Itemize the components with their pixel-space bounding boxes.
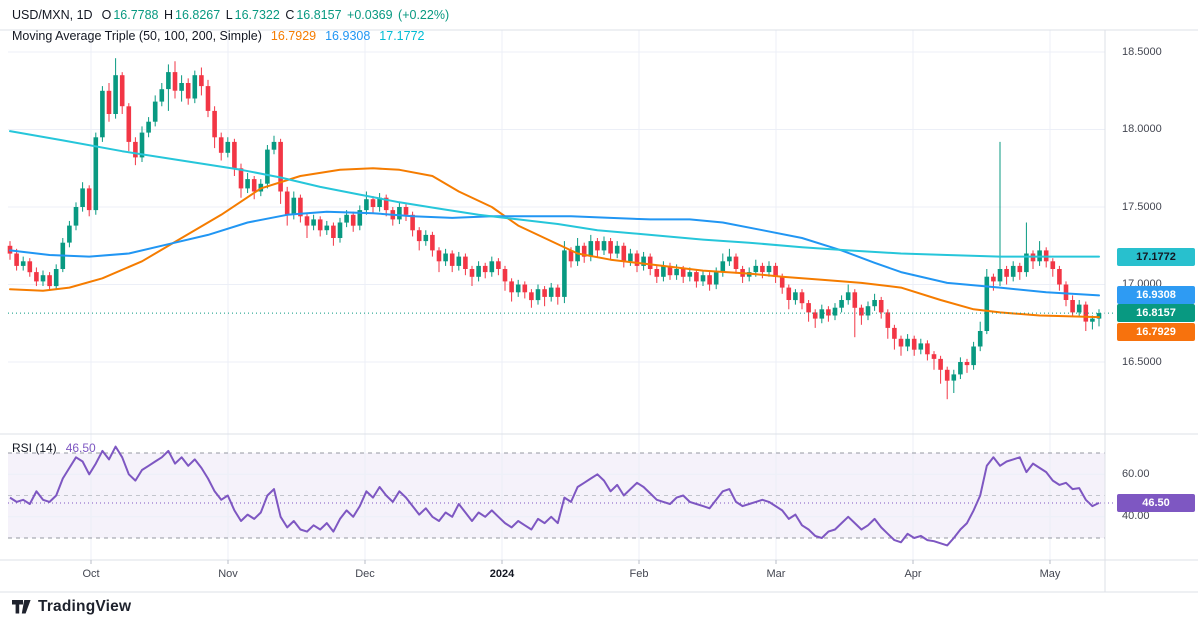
price-tick-label: 18.0000 — [1122, 123, 1162, 135]
rsi-indicator-legend-row[interactable]: RSI (14) 46.50 — [12, 441, 96, 455]
time-label-mar: Mar — [766, 568, 786, 580]
time-label-dec: Dec — [355, 568, 375, 580]
high-value: 16.8267 — [175, 8, 221, 22]
ohlc-values: O 16.7788 H 16.8267 L 16.7322 C 16.8157 +0.0… — [102, 8, 452, 22]
time-label-oct: Oct — [82, 568, 100, 580]
ma200-value: 17.1772 — [379, 29, 425, 43]
time-label-may: May — [1039, 568, 1061, 580]
open-value: 16.7788 — [113, 8, 159, 22]
tradingview-logo-text: TradingView — [38, 598, 132, 615]
price-tick-label: 17.5000 — [1122, 200, 1162, 213]
time-label-apr: Apr — [904, 568, 922, 580]
symbol-legend-row[interactable]: USD/MXN, 1D O 16.7788 H 16.8267 L 16.7322 C… — [12, 8, 451, 22]
symbol-title: USD/MXN, 1D — [12, 8, 93, 22]
ma100-value: 16.9308 — [325, 29, 371, 43]
close-value: 16.8157 — [296, 8, 342, 22]
price-tick-label: 16.5000 — [1122, 355, 1162, 368]
time-label-feb: Feb — [629, 568, 649, 580]
tradingview-branding[interactable]: TradingView — [12, 598, 131, 616]
ma200-price-badge: 17.1772 — [1117, 248, 1195, 267]
rsi-indicator-title: RSI (14) — [12, 441, 57, 455]
close-label: C — [285, 8, 295, 22]
low-value: 16.7322 — [234, 8, 280, 22]
low-label: L — [225, 8, 233, 22]
high-label: H — [163, 8, 174, 22]
price-tick-label: 18.5000 — [1122, 45, 1162, 58]
ma-indicator-legend-row[interactable]: Moving Average Triple (50, 100, 200, Sim… — [12, 29, 424, 43]
change-absolute: +0.0369 — [347, 8, 393, 22]
ma50-value: 16.7929 — [270, 29, 317, 43]
rsi-tick-label: 40.00 — [1122, 510, 1150, 523]
rsi-value-badge: 46.50 — [1117, 493, 1195, 512]
ma100-price-badge: 16.9308 — [1117, 286, 1195, 305]
change-percent: (+0.22%) — [398, 8, 450, 22]
last-price-badge: 16.8157 — [1117, 304, 1195, 323]
rsi-tick-label: 60.00 — [1122, 467, 1150, 480]
tradingview-logo-icon — [12, 600, 31, 614]
time-label-2024: 2024 — [489, 568, 515, 580]
ma50-price-badge: 16.7929 — [1117, 322, 1195, 341]
open-label: O — [101, 8, 112, 22]
rsi-current-value: 46.50 — [65, 441, 96, 455]
time-label-nov: Nov — [218, 568, 238, 580]
ma-indicator-title: Moving Average Triple (50, 100, 200, Sim… — [12, 29, 262, 43]
